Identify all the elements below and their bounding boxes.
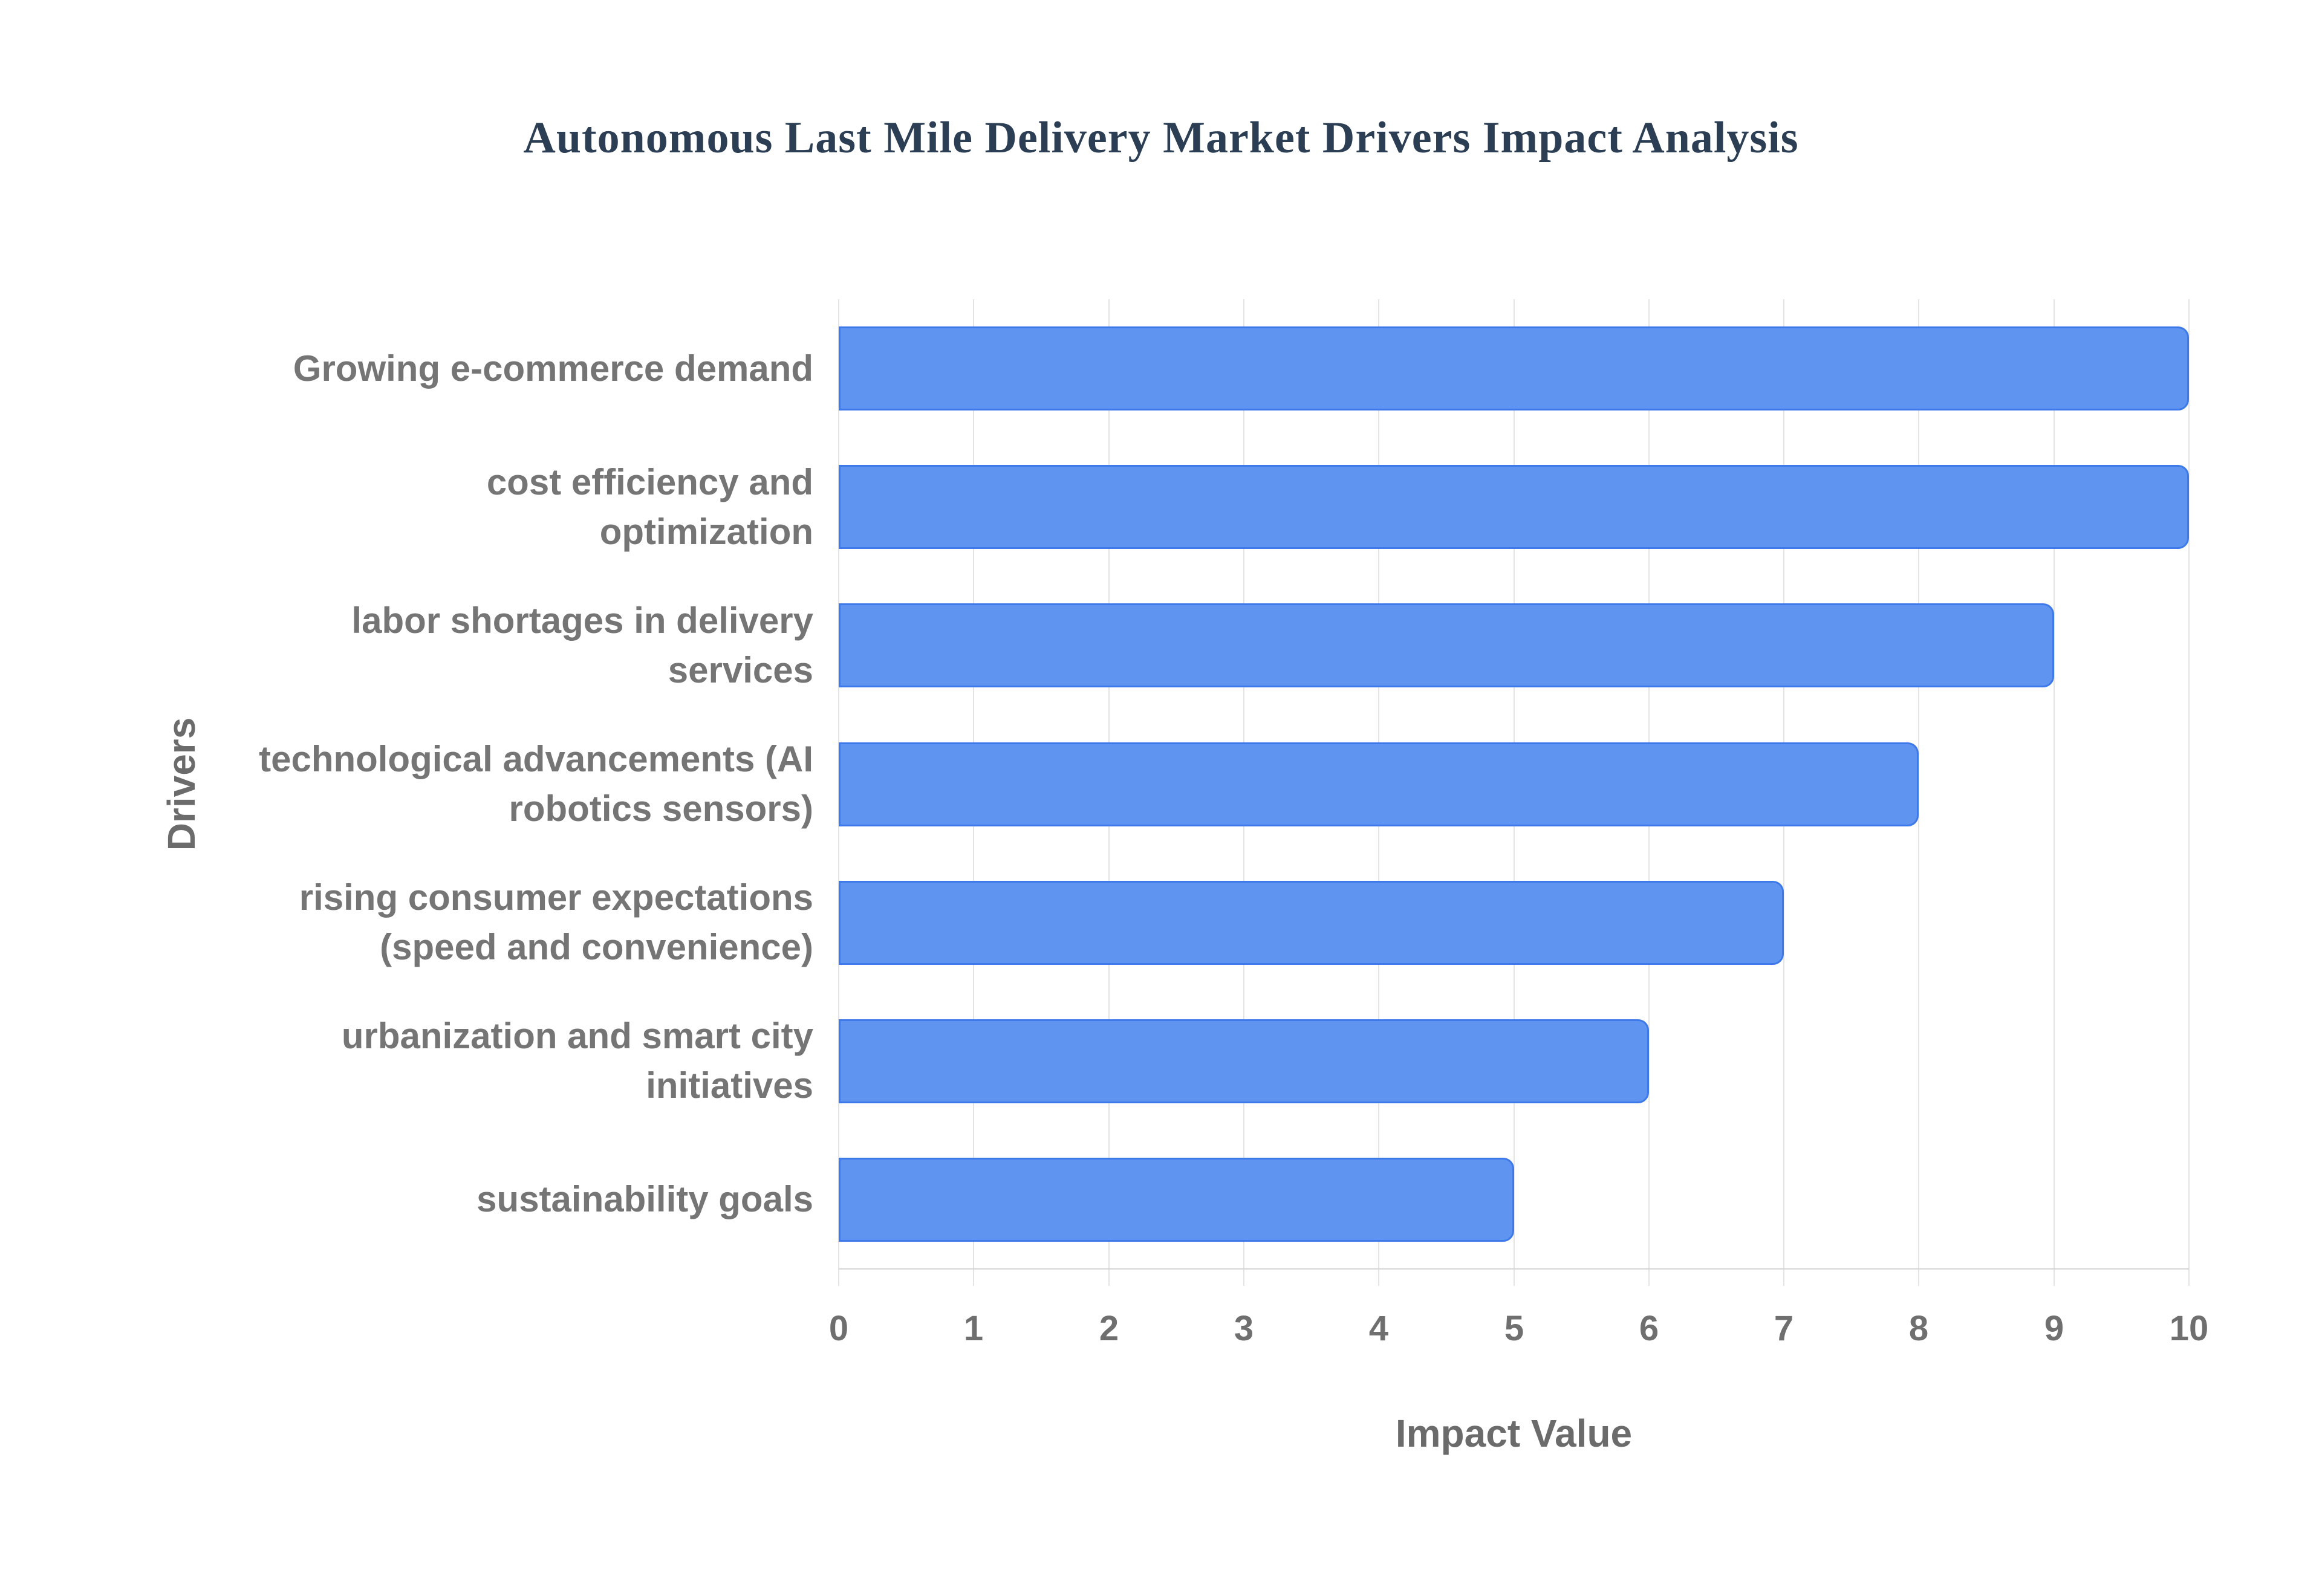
x-tick-label: 2 [1099,1309,1119,1348]
bar [839,1158,1514,1242]
gridline [2054,299,2055,1286]
category-label-line: Growing e-commerce demand [293,348,813,389]
category-label: rising consumer expectations (speed and c… [299,873,813,972]
x-tick-label: 9 [2044,1309,2064,1348]
bar [839,326,2189,410]
category-axis-labels: Growing e-commerce demand cost efficiency… [254,299,813,1269]
category-label-line: labor shortages in delivery [351,600,813,641]
bar [839,1019,1649,1103]
x-tick-label: 5 [1504,1309,1524,1348]
bar [839,881,1784,965]
x-axis-baseline [839,1268,2189,1270]
gridline [2188,299,2190,1286]
category-label-line: services [668,650,813,690]
category-label-line: technological advancements (AI [259,739,813,779]
x-axis-title: Impact Value [1395,1412,1633,1455]
x-tick-label: 1 [963,1309,984,1348]
category-label: labor shortages in delivery services [351,596,813,695]
x-tick-label: 8 [1908,1309,1929,1348]
x-axis-tick-labels: 0 1 2 3 4 5 6 7 8 9 10 [829,1305,2208,1359]
category-label: sustainability goals [476,1175,813,1224]
y-axis-title: Drivers [160,717,203,851]
x-tick-label: 0 [828,1309,849,1348]
category-label-line: (speed and convenience) [380,927,813,967]
x-tick-label: 3 [1234,1309,1254,1348]
category-label-line: sustainability goals [476,1179,813,1219]
category-label-line: initiatives [646,1065,813,1106]
x-tick-label: 10 [2169,1309,2209,1348]
bar [839,742,1919,826]
category-label: urbanization and smart city initiatives [342,1011,813,1111]
category-label: Growing e-commerce demand [293,344,813,394]
x-tick-label: 7 [1774,1309,1794,1348]
category-label-line: cost efficiency and [486,462,813,502]
category-label-line: urbanization and smart city [341,1016,813,1056]
category-label: technological advancements (AI robotics s… [259,735,813,834]
x-tick-label: 4 [1368,1309,1389,1348]
plot-area [838,299,2190,1286]
chart-title: Autonomous Last Mile Delivery Market Dri… [523,113,1799,163]
category-label-line: optimization [599,511,813,552]
bar [839,465,2189,549]
gridline [1918,299,1919,1286]
category-label-line: rising consumer expectations [299,877,813,918]
category-label: cost efficiency and optimization [487,458,813,557]
bar [839,603,2054,687]
category-label-line: robotics sensors) [509,788,813,829]
x-tick-label: 6 [1639,1309,1659,1348]
